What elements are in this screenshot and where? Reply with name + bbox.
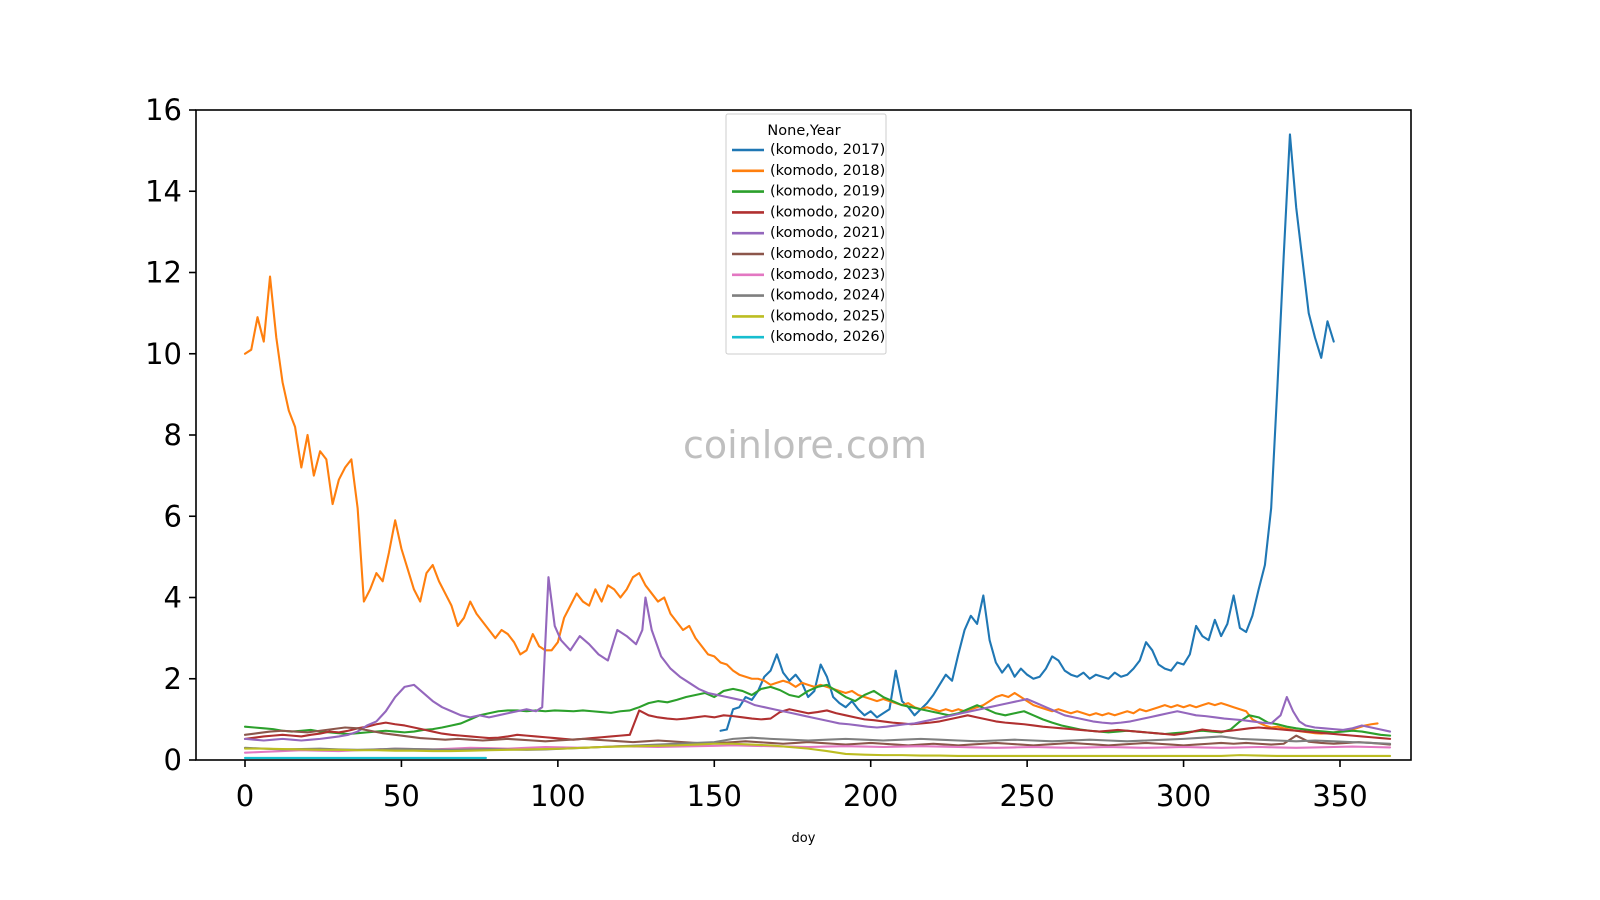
legend-label-2022: (komodo, 2022)	[770, 246, 885, 262]
y-tick-label: 10	[145, 337, 182, 371]
series-line-2017	[719, 133, 1335, 732]
x-tick-label: 300	[1156, 779, 1211, 813]
y-tick-label: 14	[145, 174, 182, 208]
x-tick-label: 350	[1312, 779, 1367, 813]
series-line-2022	[243, 726, 1392, 747]
series-line-2018	[243, 275, 1379, 735]
legend-label-2018: (komodo, 2018)	[770, 163, 885, 179]
series-line-2020	[243, 708, 1392, 741]
y-tick-label: 0	[164, 743, 182, 777]
y-tick-label: 8	[164, 418, 182, 452]
y-tick-label: 2	[164, 662, 182, 696]
x-tick-label: 50	[383, 779, 420, 813]
legend-label-2025: (komodo, 2025)	[770, 308, 885, 324]
legend-label-2021: (komodo, 2021)	[770, 225, 885, 241]
legend-label-2026: (komodo, 2026)	[770, 329, 885, 345]
legend-title: None,Year	[767, 123, 840, 139]
y-tick-label: 6	[164, 499, 182, 533]
legend-label-2024: (komodo, 2024)	[770, 288, 885, 304]
series-line-2025	[243, 742, 1392, 757]
legend-label-2023: (komodo, 2023)	[770, 267, 885, 283]
x-axis-label: doy	[792, 831, 816, 846]
legend-label-2017: (komodo, 2017)	[770, 142, 885, 158]
legend-label-2019: (komodo, 2019)	[770, 184, 885, 200]
x-tick-label: 250	[999, 779, 1054, 813]
series-line-2024	[243, 735, 1392, 751]
x-tick-label: 150	[687, 779, 742, 813]
watermark-text: coinlore.com	[683, 423, 927, 467]
x-tick-label: 0	[236, 779, 254, 813]
x-tick-label: 100	[530, 779, 585, 813]
legend-box	[725, 113, 887, 355]
y-tick-label: 4	[164, 581, 182, 615]
y-tick-label: 16	[145, 93, 182, 127]
y-tick-label: 12	[145, 256, 182, 290]
series-line-2021	[243, 576, 1392, 742]
x-tick-label: 200	[843, 779, 898, 813]
legend-label-2020: (komodo, 2020)	[770, 204, 885, 220]
